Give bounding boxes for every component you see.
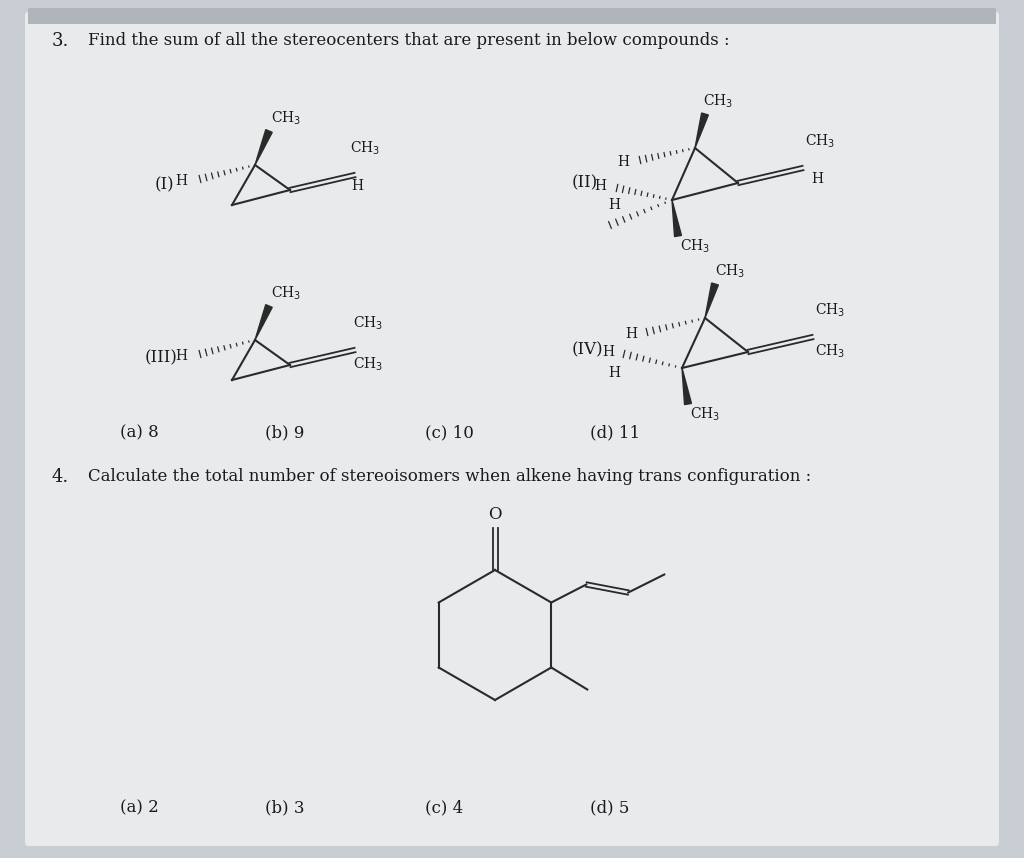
Text: (c) 10: (c) 10 [425, 425, 474, 442]
Text: CH$_3$: CH$_3$ [271, 285, 301, 302]
Text: CH$_3$: CH$_3$ [715, 263, 745, 280]
Text: CH$_3$: CH$_3$ [353, 356, 383, 373]
Text: (a) 8: (a) 8 [120, 425, 159, 442]
Text: Find the sum of all the stereocenters that are present in below compounds :: Find the sum of all the stereocenters th… [88, 32, 730, 49]
Polygon shape [672, 200, 681, 237]
Text: H: H [175, 174, 187, 188]
FancyBboxPatch shape [25, 12, 999, 846]
Polygon shape [255, 130, 272, 165]
Polygon shape [255, 305, 272, 340]
Text: H: H [811, 172, 823, 186]
Text: (b) 9: (b) 9 [265, 425, 304, 442]
Text: CH$_3$: CH$_3$ [815, 343, 845, 360]
Text: (b) 3: (b) 3 [265, 800, 304, 817]
Text: (a) 2: (a) 2 [120, 800, 159, 817]
Text: 3.: 3. [52, 32, 70, 50]
Text: CH$_3$: CH$_3$ [805, 133, 836, 150]
Text: H: H [608, 366, 620, 380]
Text: H: H [594, 179, 606, 193]
Text: Calculate the total number of stereoisomers when alkene having trans configurati: Calculate the total number of stereoisom… [88, 468, 811, 485]
Text: 4.: 4. [52, 468, 70, 486]
Text: (III): (III) [145, 349, 178, 366]
Polygon shape [695, 113, 709, 148]
Text: H: H [617, 155, 629, 169]
Text: H: H [608, 198, 620, 212]
Text: CH$_3$: CH$_3$ [271, 110, 301, 127]
Text: CH$_3$: CH$_3$ [815, 302, 845, 319]
Text: CH$_3$: CH$_3$ [690, 406, 720, 423]
Text: (d) 11: (d) 11 [590, 425, 640, 442]
Text: (II): (II) [572, 174, 598, 191]
Text: CH$_3$: CH$_3$ [353, 315, 383, 332]
Bar [28, 8, 996, 24]
Polygon shape [682, 368, 691, 405]
Text: H: H [175, 349, 187, 363]
Text: CH$_3$: CH$_3$ [680, 238, 711, 256]
Text: (c) 4: (c) 4 [425, 800, 463, 817]
Text: (d) 5: (d) 5 [590, 800, 630, 817]
Text: H: H [351, 179, 362, 193]
Text: (IV): (IV) [572, 341, 603, 359]
Text: (I): (I) [155, 177, 175, 194]
Text: CH$_3$: CH$_3$ [703, 93, 733, 110]
Text: H: H [602, 345, 614, 359]
Polygon shape [705, 283, 719, 318]
Text: CH$_3$: CH$_3$ [350, 140, 380, 157]
Text: H: H [625, 327, 637, 341]
Text: O: O [488, 506, 502, 523]
